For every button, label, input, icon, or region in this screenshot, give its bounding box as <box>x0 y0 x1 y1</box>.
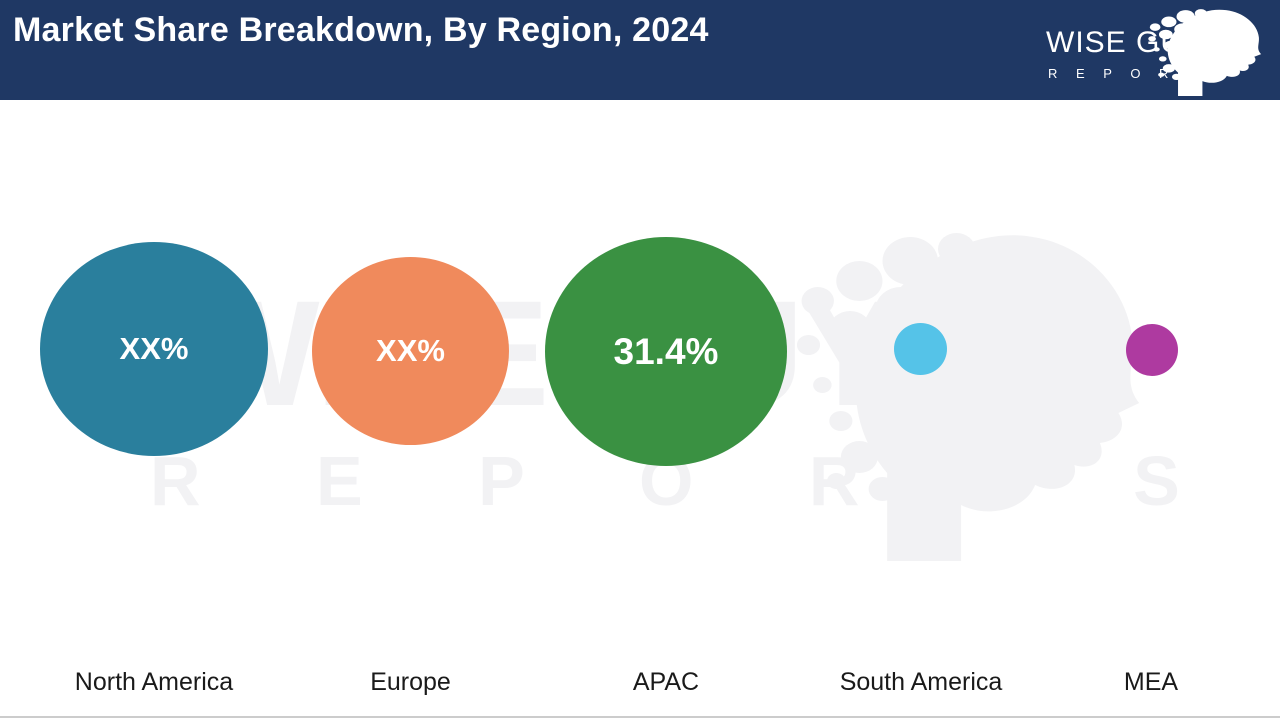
label-apac: APAC <box>632 668 700 696</box>
watermark-face-dots-icon <box>790 225 1160 565</box>
label-south-america: South America <box>839 668 1003 696</box>
header-bar: Market Share Breakdown, By Region, 2024 … <box>0 0 1280 100</box>
bubble-apac: 31.4% <box>545 237 787 466</box>
watermark-brand-text: WISE GUY <box>178 269 900 437</box>
brand-logo: WISE GUY R E P O R T S <box>1042 4 1272 96</box>
bubble-north-america: XX% <box>40 242 268 456</box>
label-europe: Europe <box>370 668 451 696</box>
label-mea: MEA <box>1123 668 1179 696</box>
bubble-value-europe: XX% <box>376 333 445 368</box>
bubble-south-america <box>894 323 947 375</box>
bubble-value-north-america: XX% <box>119 331 189 366</box>
brand-face-dots-icon <box>1146 7 1268 97</box>
bottom-divider <box>0 716 1280 718</box>
bubble-mea <box>1126 324 1178 376</box>
bubble-europe: XX% <box>312 257 509 445</box>
page-title: Market Share Breakdown, By Region, 2024 <box>13 11 709 49</box>
label-north-america: North America <box>74 668 234 696</box>
bubble-value-apac: 31.4% <box>613 330 719 372</box>
